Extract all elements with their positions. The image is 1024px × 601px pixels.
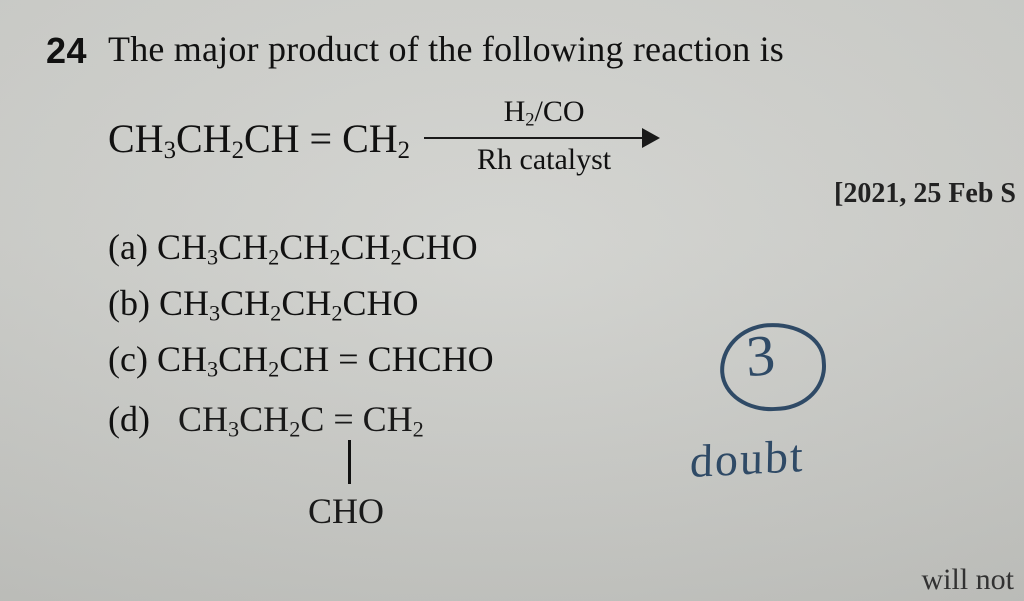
- option-d-label: (d): [108, 398, 150, 440]
- hand-annotation-3: 3: [744, 320, 776, 390]
- option-d-structure: CH3CH2C = CH2 CHO: [178, 398, 424, 443]
- reactant: CH3CH2CH = CH2: [108, 115, 410, 165]
- option-d-cho: CHO: [308, 490, 384, 532]
- option-d-bond: [348, 440, 351, 484]
- option-a: (a) CH3CH2CH2CH2CHO: [108, 226, 478, 271]
- page: 24 The major product of the following re…: [0, 0, 1024, 601]
- option-c: (c) CH3CH2CH = CHCHO: [108, 338, 494, 383]
- arrow-reagents: H2/CO: [424, 95, 664, 132]
- arrow-catalyst: Rh catalyst: [424, 143, 664, 177]
- exam-tag: [2021, 25 Feb S: [834, 178, 1016, 210]
- arrow-line: [424, 137, 644, 139]
- option-d-row1: CH3CH2C = CH2: [178, 398, 424, 443]
- question-number: 24: [46, 30, 87, 72]
- reaction-arrow: H2/CO Rh catalyst: [424, 95, 664, 185]
- option-b: (b) CH3CH2CH2CHO: [108, 282, 419, 327]
- reaction: CH3CH2CH = CH2 H2/CO Rh catalyst: [108, 95, 664, 185]
- question-text: The major product of the following react…: [108, 28, 784, 70]
- hand-annotation-word: doubt: [690, 429, 806, 488]
- partial-bottom-text: will not: [921, 563, 1014, 597]
